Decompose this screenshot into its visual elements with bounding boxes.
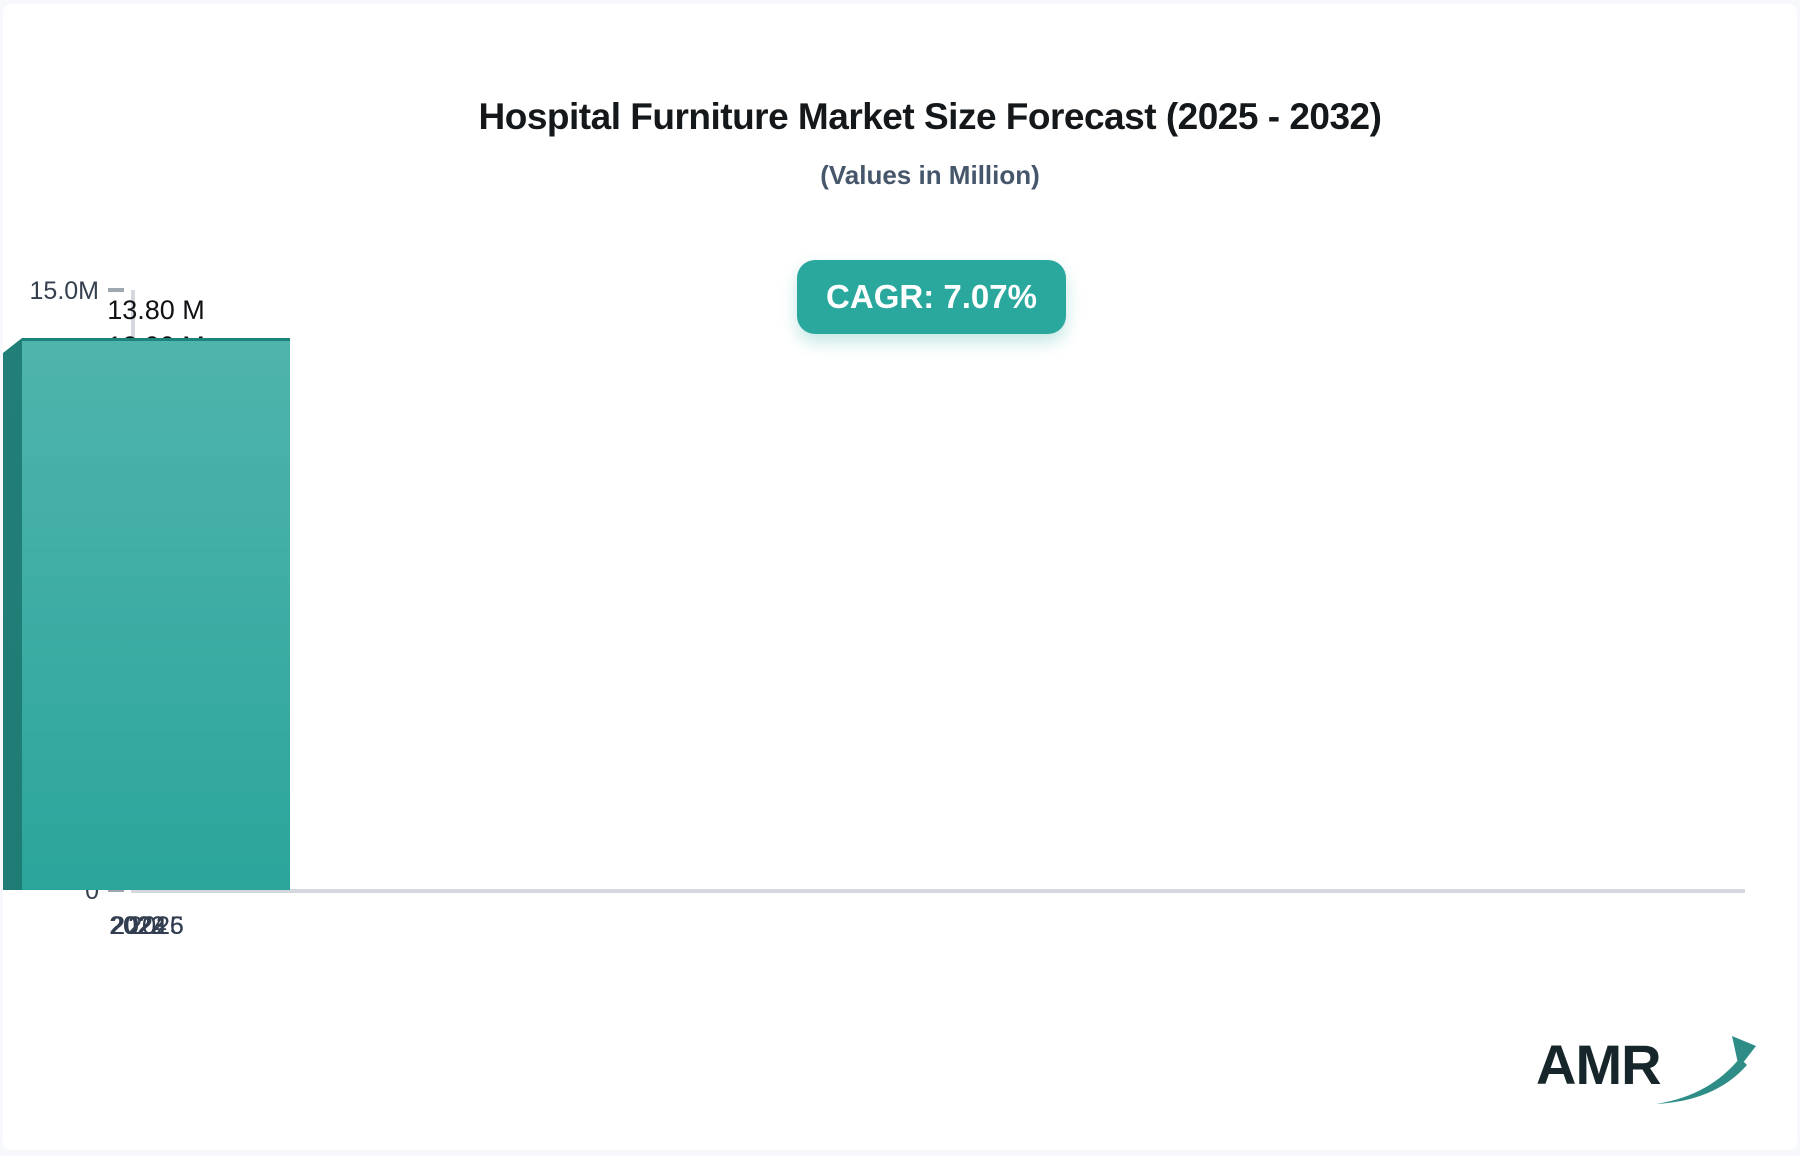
cagr-badge: CAGR: 7.07% bbox=[797, 260, 1066, 334]
chart-header: Hospital Furniture Market Size Forecast … bbox=[57, 4, 1800, 191]
bar-group-2026: 13.80 M 2026 bbox=[3, 290, 290, 940]
growth-arrow-icon bbox=[1656, 1036, 1756, 1104]
y-axis-tick-label: 15.0M bbox=[29, 276, 99, 305]
x-axis-label: 2024 bbox=[111, 912, 167, 940]
bar bbox=[22, 338, 290, 890]
x-axis-label: 2022 bbox=[109, 912, 165, 940]
y-axis-tick-mark bbox=[108, 288, 124, 292]
chart-subtitle: (Values in Million) bbox=[820, 160, 1040, 190]
y-axis-tick-mark bbox=[108, 888, 124, 892]
bar-3d-side bbox=[3, 338, 22, 890]
x-axis-label: 2026 bbox=[128, 912, 184, 940]
chart-card: Hospital Furniture Market Size Forecast … bbox=[3, 4, 1797, 1150]
bar-value-label: 13.80 M bbox=[107, 295, 205, 325]
amr-logo: AMR bbox=[1536, 1032, 1786, 1128]
chart-title: Hospital Furniture Market Size Forecast … bbox=[478, 96, 1382, 137]
amr-logo-text: AMR bbox=[1536, 1033, 1662, 1096]
x-axis-label: 2023 bbox=[109, 912, 165, 940]
x-axis-label: 2025 bbox=[128, 912, 184, 940]
x-axis-baseline bbox=[131, 889, 1745, 893]
